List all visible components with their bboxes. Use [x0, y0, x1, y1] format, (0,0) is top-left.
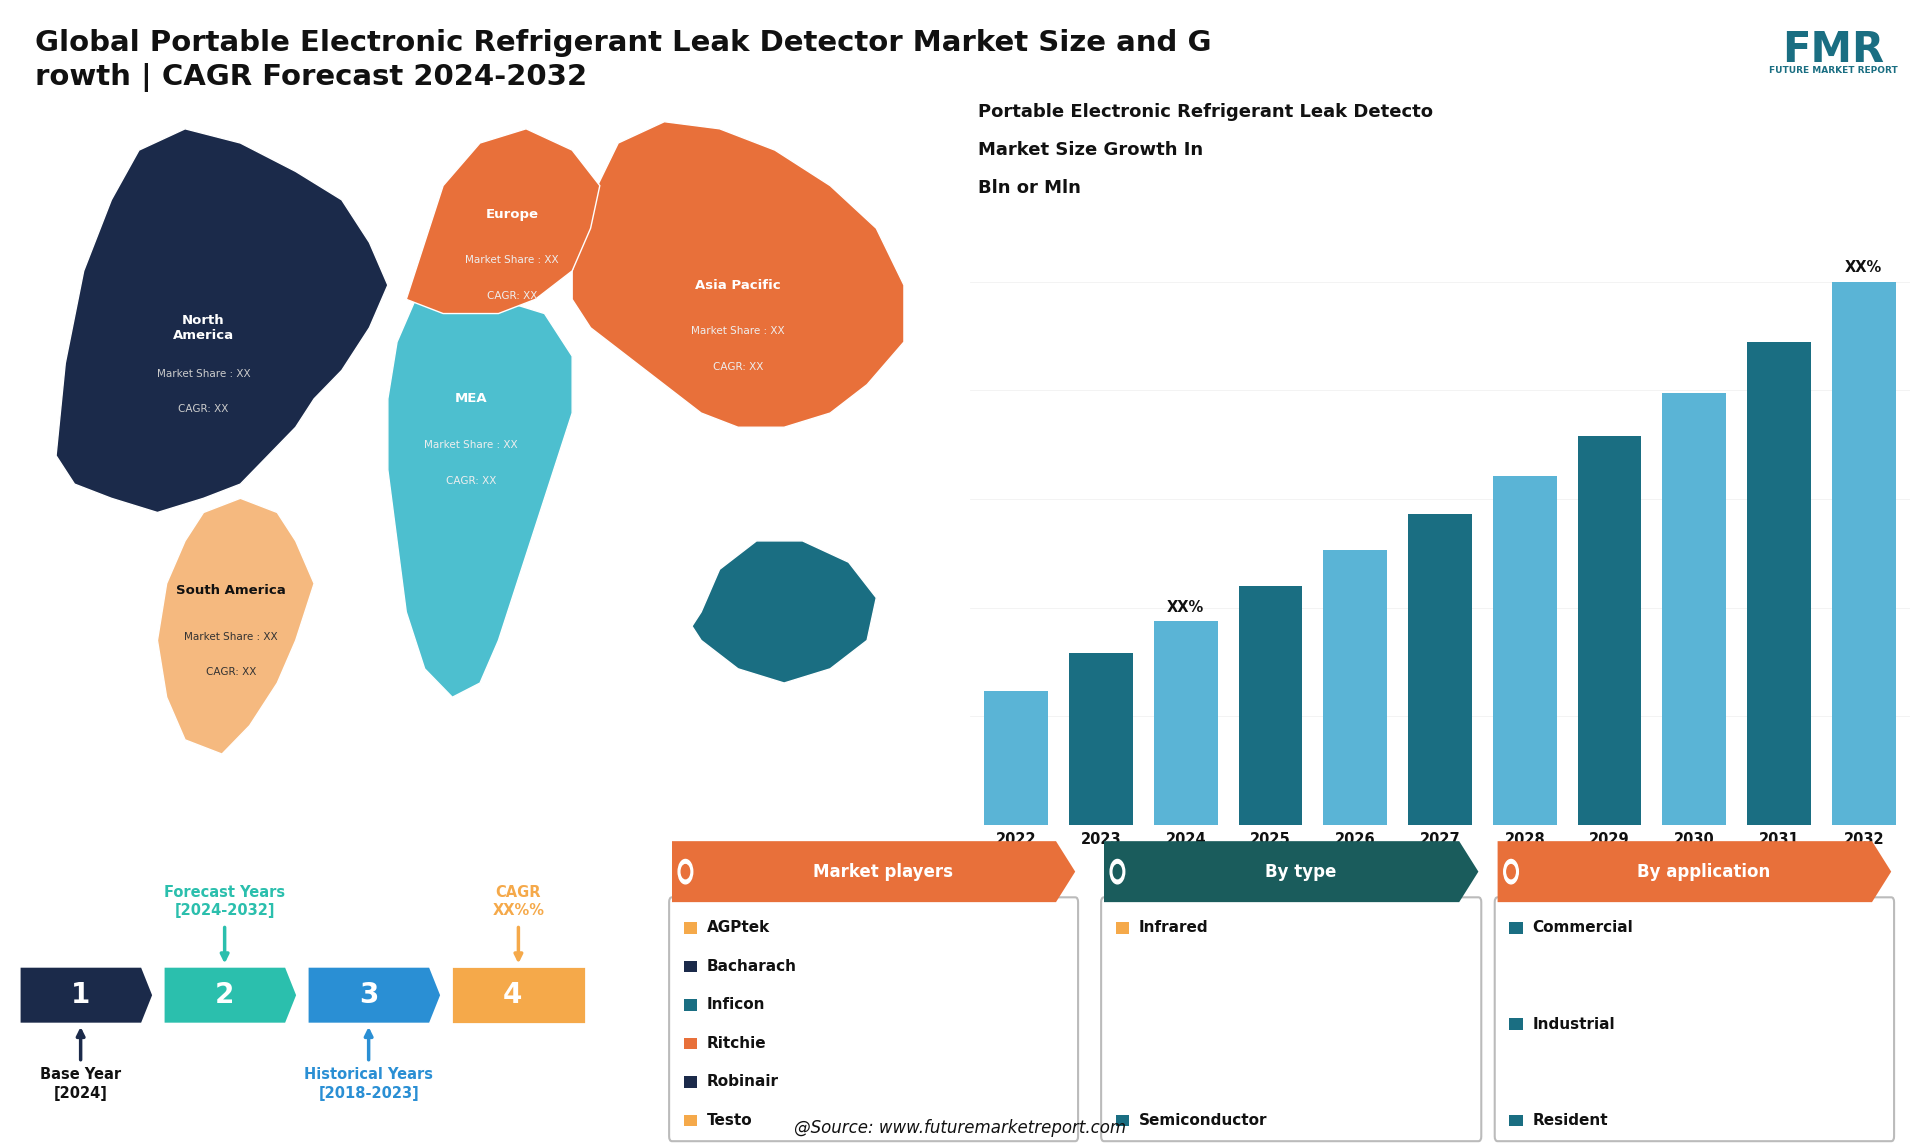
Bar — [1578, 437, 1642, 825]
FancyBboxPatch shape — [1494, 897, 1893, 1141]
Bar — [1747, 343, 1811, 825]
Text: Base Year
[2024]: Base Year [2024] — [40, 1067, 121, 1101]
Bar — [1663, 393, 1726, 825]
Polygon shape — [672, 841, 1075, 902]
Text: Bln or Mln: Bln or Mln — [977, 179, 1081, 197]
Text: Asia Pacific: Asia Pacific — [695, 278, 781, 291]
Text: Market Size Growth In: Market Size Growth In — [977, 141, 1204, 158]
Text: North
America: North America — [173, 314, 234, 342]
Circle shape — [1503, 860, 1519, 884]
Text: CAGR: XX: CAGR: XX — [179, 405, 228, 415]
Polygon shape — [1104, 841, 1478, 902]
Text: Market Share : XX: Market Share : XX — [157, 369, 250, 379]
Text: Inficon: Inficon — [707, 997, 764, 1012]
Text: Market Share : XX: Market Share : XX — [184, 631, 278, 642]
Polygon shape — [388, 285, 572, 697]
Text: Testo: Testo — [707, 1113, 753, 1128]
Text: South America: South America — [177, 584, 286, 597]
FancyBboxPatch shape — [684, 960, 697, 972]
Polygon shape — [572, 121, 904, 427]
Text: Commercial: Commercial — [1532, 920, 1632, 935]
Text: Market Share : XX: Market Share : XX — [424, 440, 518, 450]
Text: By type: By type — [1265, 863, 1336, 880]
FancyBboxPatch shape — [684, 1115, 697, 1127]
Text: CAGR: XX: CAGR: XX — [445, 476, 495, 486]
Text: Market Share : XX: Market Share : XX — [691, 327, 785, 336]
Text: Forecast Years
[2024-2032]: Forecast Years [2024-2032] — [163, 885, 286, 918]
Bar — [1494, 477, 1557, 825]
Text: Ritchie: Ritchie — [707, 1036, 766, 1051]
FancyBboxPatch shape — [684, 1076, 697, 1088]
FancyBboxPatch shape — [1116, 1115, 1129, 1127]
Text: Infrared: Infrared — [1139, 920, 1208, 935]
Text: XX%: XX% — [1167, 599, 1204, 614]
FancyBboxPatch shape — [668, 897, 1079, 1141]
Text: CAGR: XX: CAGR: XX — [712, 362, 764, 371]
Circle shape — [682, 864, 689, 879]
Polygon shape — [307, 966, 442, 1025]
Text: Bacharach: Bacharach — [707, 959, 797, 974]
Polygon shape — [407, 128, 599, 314]
Text: Robinair: Robinair — [707, 1074, 780, 1090]
Bar — [1069, 653, 1133, 825]
Polygon shape — [1498, 841, 1891, 902]
Text: CAGR
XX%%: CAGR XX%% — [492, 885, 545, 918]
FancyBboxPatch shape — [684, 1037, 697, 1049]
Text: MEA: MEA — [455, 392, 488, 406]
Text: Historical Years
[2018-2023]: Historical Years [2018-2023] — [303, 1067, 434, 1101]
FancyBboxPatch shape — [1509, 1115, 1523, 1127]
Text: 1: 1 — [71, 981, 90, 1010]
Text: FUTURE MARKET REPORT: FUTURE MARKET REPORT — [1768, 66, 1899, 76]
Polygon shape — [157, 499, 315, 754]
Text: 3: 3 — [359, 981, 378, 1010]
Text: AGPtek: AGPtek — [707, 920, 770, 935]
Text: rowth | CAGR Forecast 2024-2032: rowth | CAGR Forecast 2024-2032 — [35, 63, 588, 92]
Bar — [1323, 550, 1386, 825]
Text: XX%: XX% — [1845, 260, 1882, 275]
Circle shape — [678, 860, 693, 884]
Bar — [1154, 621, 1217, 825]
FancyBboxPatch shape — [684, 923, 697, 934]
Polygon shape — [19, 966, 154, 1025]
Text: Resident: Resident — [1532, 1113, 1607, 1128]
FancyBboxPatch shape — [1100, 897, 1482, 1141]
Text: Europe: Europe — [486, 207, 540, 220]
Text: Portable Electronic Refrigerant Leak Detecto: Portable Electronic Refrigerant Leak Det… — [977, 102, 1432, 120]
Text: Market Share : XX: Market Share : XX — [465, 256, 559, 265]
Text: CAGR: XX: CAGR: XX — [488, 291, 538, 300]
Bar — [1407, 513, 1473, 825]
Text: FMR: FMR — [1782, 29, 1885, 71]
Bar — [1238, 587, 1302, 825]
Text: 4: 4 — [503, 981, 522, 1010]
Circle shape — [1110, 860, 1125, 884]
Text: By application: By application — [1638, 863, 1770, 880]
Text: Market players: Market players — [814, 863, 952, 880]
Polygon shape — [691, 541, 876, 683]
Circle shape — [1507, 864, 1515, 879]
Polygon shape — [163, 966, 298, 1025]
Polygon shape — [451, 966, 586, 1025]
Text: CAGR: XX: CAGR: XX — [205, 667, 257, 677]
Text: Semiconductor: Semiconductor — [1139, 1113, 1267, 1128]
Text: Global Portable Electronic Refrigerant Leak Detector Market Size and G: Global Portable Electronic Refrigerant L… — [35, 29, 1212, 56]
Text: 2: 2 — [215, 981, 234, 1010]
FancyBboxPatch shape — [1509, 1019, 1523, 1030]
FancyBboxPatch shape — [1116, 923, 1129, 934]
Bar — [1832, 282, 1895, 825]
FancyBboxPatch shape — [1509, 923, 1523, 934]
Text: Industrial: Industrial — [1532, 1017, 1615, 1031]
FancyBboxPatch shape — [684, 999, 697, 1011]
Polygon shape — [56, 128, 388, 512]
Text: @Source: www.futuremarketreport.com: @Source: www.futuremarketreport.com — [795, 1118, 1125, 1137]
Bar — [985, 691, 1048, 825]
Circle shape — [1114, 864, 1121, 879]
